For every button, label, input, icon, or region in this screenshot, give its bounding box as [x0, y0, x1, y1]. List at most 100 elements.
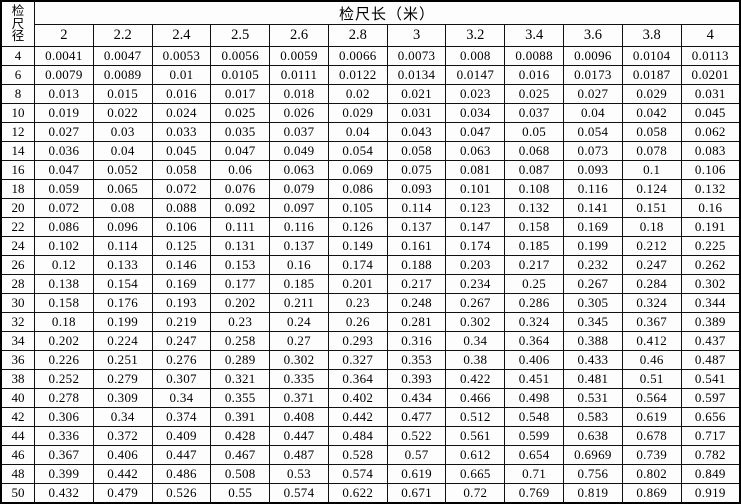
volume-cell: 0.075 — [386, 160, 447, 180]
volume-cell: 0.026 — [269, 103, 329, 123]
volume-cell: 0.393 — [386, 369, 447, 389]
volume-cell: 0.252 — [34, 369, 94, 389]
volume-cell: 0.169 — [151, 274, 212, 294]
row-header-diameter: 20 — [0, 198, 35, 218]
row-header-diameter: 44 — [0, 426, 35, 446]
volume-cell: 0.487 — [680, 350, 741, 370]
volume-cell: 0.508 — [210, 464, 271, 484]
volume-cell: 0.574 — [327, 464, 388, 484]
volume-cell: 0.849 — [680, 464, 741, 484]
volume-cell: 0.054 — [327, 141, 388, 161]
volume-cell: 0.23 — [210, 312, 271, 332]
volume-cell: 0.16 — [269, 255, 329, 275]
volume-cell: 0.619 — [386, 464, 447, 484]
volume-cell: 0.177 — [210, 274, 271, 294]
column-header: 2.4 — [151, 24, 212, 47]
volume-cell: 0.267 — [445, 293, 506, 313]
row-header-diameter: 10 — [0, 103, 35, 123]
volume-cell: 0.324 — [504, 312, 565, 332]
column-header: 2 — [34, 24, 94, 47]
volume-cell: 0.302 — [269, 350, 329, 370]
volume-cell: 0.345 — [563, 312, 623, 332]
volume-cell: 0.267 — [563, 274, 623, 294]
volume-cell: 0.574 — [269, 483, 329, 504]
volume-cell: 0.101 — [445, 179, 506, 199]
volume-cell: 0.561 — [445, 426, 506, 446]
volume-cell: 0.399 — [34, 464, 94, 484]
volume-cell: 0.0053 — [151, 46, 212, 66]
volume-cell: 0.391 — [210, 407, 271, 427]
volume-cell: 0.55 — [210, 483, 271, 504]
table-row: 36 0.226 0.251 0.276 0.289 0.302 0.327 0.353 0.3… — [0, 350, 741, 370]
volume-cell: 0.484 — [327, 426, 388, 446]
volume-cell: 0.034 — [445, 103, 506, 123]
row-header-diameter: 18 — [0, 179, 35, 199]
volume-cell: 0.226 — [34, 350, 94, 370]
volume-cell: 0.522 — [386, 426, 447, 446]
table-row: 8 0.013 0.015 0.016 0.017 0.018 0.02 0.021 0.023… — [0, 84, 741, 104]
table-row: 50 0.432 0.479 0.526 0.55 0.574 0.622 0.671 0.72… — [0, 483, 741, 504]
volume-cell: 0.769 — [504, 483, 565, 504]
volume-cell: 0.34 — [445, 331, 506, 351]
volume-cell: 0.141 — [563, 198, 623, 218]
volume-cell: 0.869 — [621, 483, 682, 504]
volume-cell: 0.176 — [92, 293, 153, 313]
volume-cell: 0.262 — [680, 255, 741, 275]
volume-cell: 0.0089 — [92, 65, 153, 85]
volume-cell: 0.068 — [504, 141, 565, 161]
table-row: 24 0.102 0.114 0.125 0.131 0.137 0.149 0.161 0.1… — [0, 236, 741, 256]
volume-cell: 0.123 — [445, 198, 506, 218]
volume-cell: 0.06 — [210, 160, 271, 180]
row-header-diameter: 38 — [0, 369, 35, 389]
volume-cell: 0.371 — [269, 388, 329, 408]
volume-cell: 0.086 — [327, 179, 388, 199]
volume-cell: 0.0147 — [445, 65, 506, 85]
volume-cell: 0.047 — [210, 141, 271, 161]
volume-cell: 0.279 — [92, 369, 153, 389]
volume-cell: 0.043 — [386, 122, 447, 142]
row-header-diameter: 22 — [0, 217, 35, 237]
table-row: 40 0.278 0.309 0.34 0.355 0.371 0.402 0.434 0.46… — [0, 388, 741, 408]
row-header-diameter: 46 — [0, 445, 35, 465]
volume-cell: 0.025 — [210, 103, 271, 123]
volume-cell: 0.0105 — [210, 65, 271, 85]
volume-cell: 0.016 — [504, 65, 565, 85]
volume-cell: 0.201 — [327, 274, 388, 294]
volume-cell: 0.037 — [504, 103, 565, 123]
volume-cell: 0.306 — [34, 407, 94, 427]
volume-cell: 0.146 — [151, 255, 212, 275]
volume-cell: 0.132 — [504, 198, 565, 218]
volume-cell: 0.069 — [327, 160, 388, 180]
volume-cell: 0.149 — [327, 236, 388, 256]
table-row: 20 0.072 0.08 0.088 0.092 0.097 0.105 0.114 0.12… — [0, 198, 741, 218]
volume-cell: 0.037 — [269, 122, 329, 142]
volume-cell: 0.38 — [445, 350, 506, 370]
row-header-diameter: 30 — [0, 293, 35, 313]
volume-cell: 0.27 — [269, 331, 329, 351]
volume-cell: 0.131 — [210, 236, 271, 256]
volume-cell: 0.05 — [504, 122, 565, 142]
row-header-diameter: 4 — [0, 46, 35, 66]
volume-cell: 0.374 — [151, 407, 212, 427]
volume-cell: 0.432 — [34, 483, 94, 504]
volume-cell: 0.248 — [386, 293, 447, 313]
row-header-diameter: 50 — [0, 483, 35, 504]
volume-cell: 0.114 — [386, 198, 447, 218]
volume-cell: 0.185 — [504, 236, 565, 256]
volume-cell: 0.019 — [34, 103, 94, 123]
volume-cell: 0.219 — [151, 312, 212, 332]
volume-cell: 0.073 — [563, 141, 623, 161]
volume-cell: 0.174 — [445, 236, 506, 256]
table-row: 10 0.019 0.022 0.024 0.025 0.026 0.029 0.031 0.0… — [0, 103, 741, 123]
volume-cell: 0.01 — [151, 65, 212, 85]
row-header-diameter: 14 — [0, 141, 35, 161]
volume-cell: 0.498 — [504, 388, 565, 408]
volume-cell: 0.185 — [269, 274, 329, 294]
volume-cell: 0.564 — [621, 388, 682, 408]
corner-header-diameter: 检 尺 径 — [0, 0, 35, 47]
volume-cell: 0.024 — [151, 103, 212, 123]
volume-cell: 0.53 — [269, 464, 329, 484]
volume-cell: 0.335 — [269, 369, 329, 389]
volume-cell: 0.106 — [151, 217, 212, 237]
volume-cell: 0.18 — [34, 312, 94, 332]
